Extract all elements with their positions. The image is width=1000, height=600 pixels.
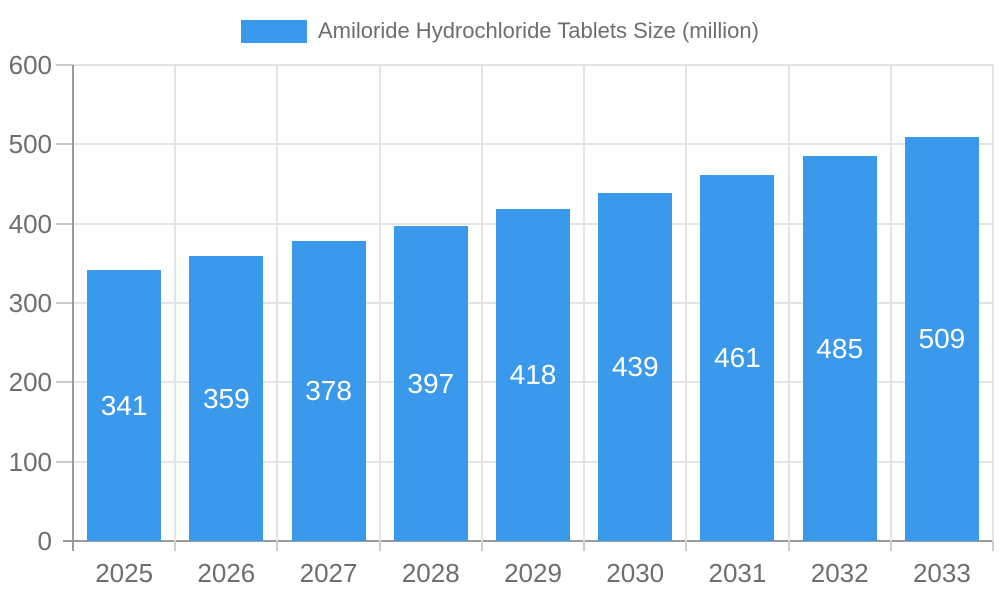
bar[interactable]: 359: [189, 256, 264, 541]
v-gridline: [685, 65, 688, 541]
legend-label: Amiloride Hydrochloride Tablets Size (mi…: [318, 18, 759, 43]
x-axis-tick-label: 2025: [95, 558, 154, 588]
y-axis-tick-label: 600: [8, 50, 52, 80]
x-axis-tick-label: 2029: [504, 558, 562, 588]
y-tick-mark: [56, 222, 73, 225]
v-gridline: [174, 65, 177, 541]
y-tick-mark: [56, 460, 73, 463]
x-tick-mark: [685, 541, 688, 551]
y-axis-tick-label: 0: [37, 526, 52, 556]
x-tick-mark: [174, 541, 177, 551]
bar-value-label: 418: [509, 359, 557, 391]
x-tick-mark: [992, 541, 994, 551]
bar-value-label: 485: [816, 332, 864, 364]
bar[interactable]: 509: [904, 137, 979, 541]
x-tick-mark: [378, 541, 381, 551]
v-gridline: [787, 65, 790, 541]
h-gridline: [73, 143, 993, 146]
y-axis-tick-label: 400: [8, 208, 52, 239]
x-axis-tick-label: 2030: [606, 558, 665, 588]
y-tick-mark: [56, 143, 73, 146]
x-axis-tick-label: 2028: [401, 558, 460, 588]
v-gridline: [378, 65, 381, 541]
y-axis-tick-label: 500: [8, 129, 52, 160]
bar-value-label: 397: [407, 367, 455, 399]
x-axis-tick-label: 2032: [810, 558, 869, 588]
y-tick-mark: [56, 302, 73, 304]
bar-value-label: 509: [918, 323, 966, 355]
bar-value-label: 461: [714, 342, 761, 374]
v-gridline: [480, 65, 483, 541]
y-tick-mark: [56, 381, 73, 384]
bar[interactable]: 439: [598, 192, 673, 541]
y-axis-tick-label: 300: [8, 288, 52, 318]
y-tick-mark: [56, 64, 73, 66]
x-axis-tick-label: 2026: [197, 558, 256, 588]
x-axis-tick-label: 2031: [708, 558, 767, 588]
bar[interactable]: 485: [802, 156, 877, 541]
bar-value-label: 439: [611, 350, 659, 382]
x-tick-mark: [276, 541, 279, 551]
v-gridline: [889, 65, 892, 541]
x-tick-mark: [889, 541, 892, 551]
x-axis-tick-label: 2033: [912, 558, 971, 588]
legend-item[interactable]: Amiloride Hydrochloride Tablets Size (mi…: [0, 18, 1000, 44]
bar[interactable]: 341: [87, 270, 162, 541]
legend-swatch-icon: [241, 19, 307, 43]
x-tick-mark: [480, 541, 483, 551]
bar-value-label: 341: [100, 389, 148, 421]
y-axis-tick-label: 200: [8, 367, 52, 398]
v-gridline: [992, 65, 994, 541]
y-axis-tick-label: 100: [8, 446, 52, 477]
bar[interactable]: 397: [393, 226, 468, 541]
bar[interactable]: 461: [700, 175, 775, 541]
x-axis-line: [63, 540, 993, 542]
x-tick-mark: [583, 541, 586, 551]
x-tick-mark: [787, 541, 790, 551]
v-gridline: [276, 65, 279, 541]
bar-value-label: 378: [305, 375, 352, 407]
h-gridline: [73, 64, 993, 66]
x-axis-tick-label: 2027: [299, 558, 358, 588]
y-axis-line: [72, 65, 74, 551]
v-gridline: [583, 65, 586, 541]
bar[interactable]: 418: [496, 209, 570, 541]
bar-value-label: 359: [202, 382, 250, 414]
bar[interactable]: 378: [291, 241, 366, 541]
